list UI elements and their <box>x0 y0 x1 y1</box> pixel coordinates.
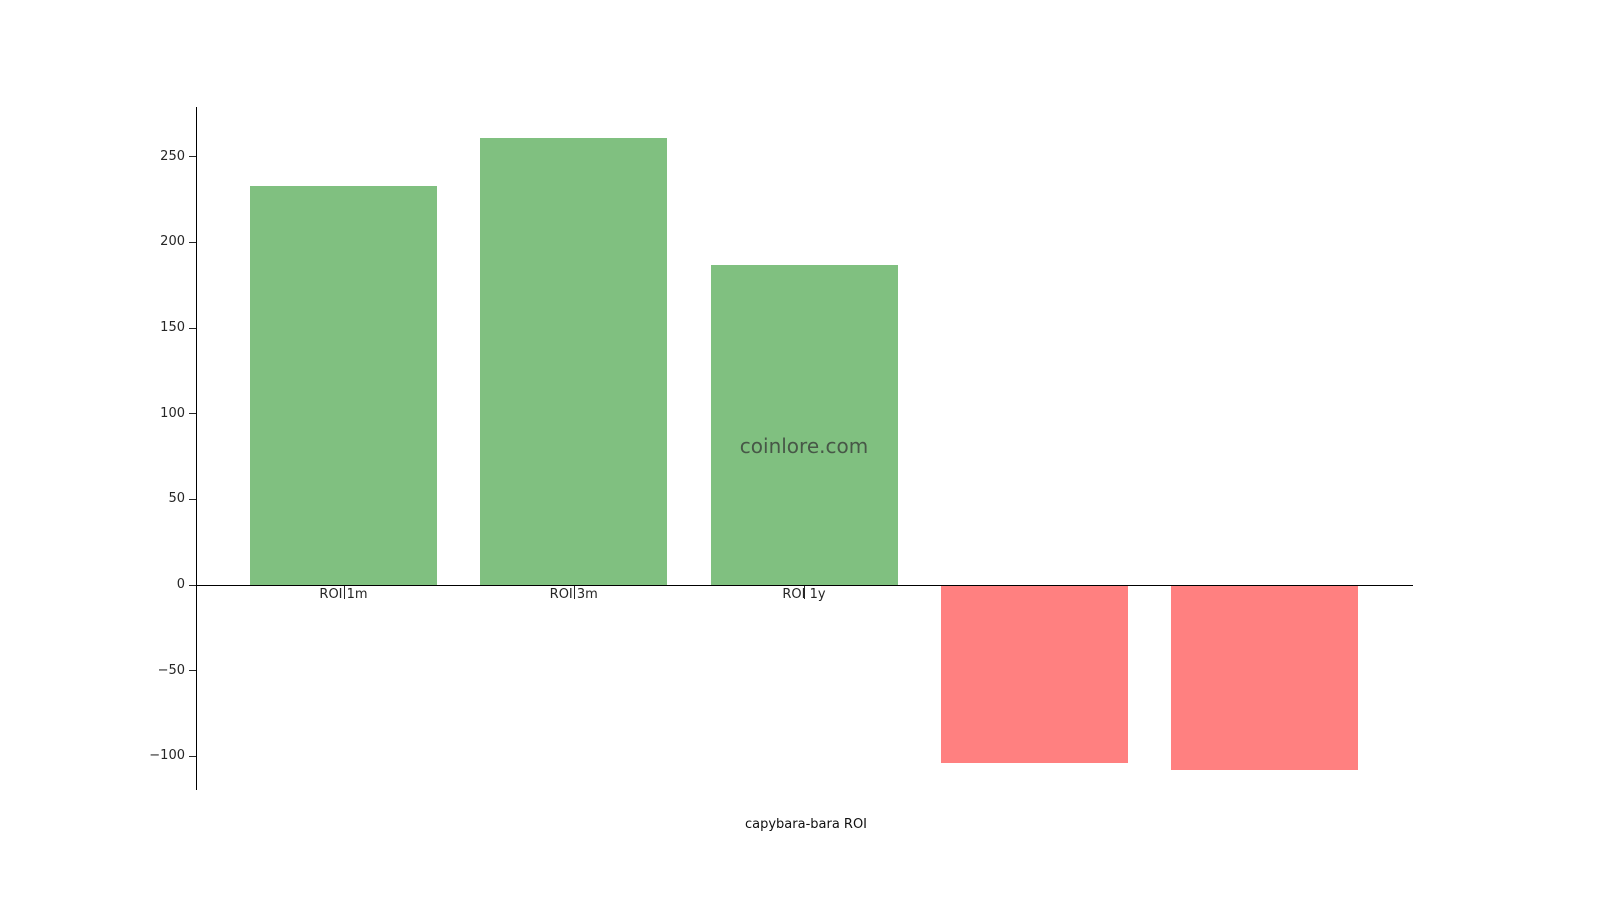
bar-5 <box>1171 586 1358 770</box>
bar-4 <box>940 586 1128 764</box>
y-axis-tick-label: 0 <box>176 577 185 592</box>
y-axis-tick <box>189 241 196 243</box>
y-axis-tick-label: −100 <box>149 748 185 764</box>
bar-roi-1y <box>710 264 898 585</box>
y-axis-tick-label: 150 <box>160 320 185 336</box>
x-axis-tick-label: ROI 1y <box>782 587 826 602</box>
y-axis-tick-label: 250 <box>160 148 185 164</box>
x-axis-title: capybara-bara ROI <box>744 817 868 832</box>
x-axis-zero-line <box>196 585 1413 586</box>
x-axis-tick <box>804 586 805 599</box>
y-axis-tick-label: −50 <box>157 662 185 678</box>
y-axis-line <box>196 107 197 790</box>
watermark-text: coinlore.com <box>739 434 869 458</box>
x-axis-tick <box>343 586 345 599</box>
y-axis-tick <box>189 584 196 586</box>
y-axis-tick-label: 200 <box>160 234 185 250</box>
y-axis-tick <box>189 755 196 757</box>
y-axis-tick <box>189 327 196 329</box>
y-axis-tick-label: 50 <box>168 491 185 507</box>
x-axis-tick-label: ROI 3m <box>549 587 598 602</box>
y-axis-tick <box>189 156 196 158</box>
x-axis-tick-label: ROI 1m <box>319 587 368 602</box>
y-axis-tick <box>189 413 196 415</box>
y-axis-tick <box>189 670 196 672</box>
bar-roi-1m <box>250 185 437 585</box>
y-axis-tick <box>189 498 196 500</box>
y-axis-tick-label: 100 <box>160 405 185 421</box>
bar-roi-3m <box>480 137 668 585</box>
x-axis-tick <box>573 586 575 599</box>
